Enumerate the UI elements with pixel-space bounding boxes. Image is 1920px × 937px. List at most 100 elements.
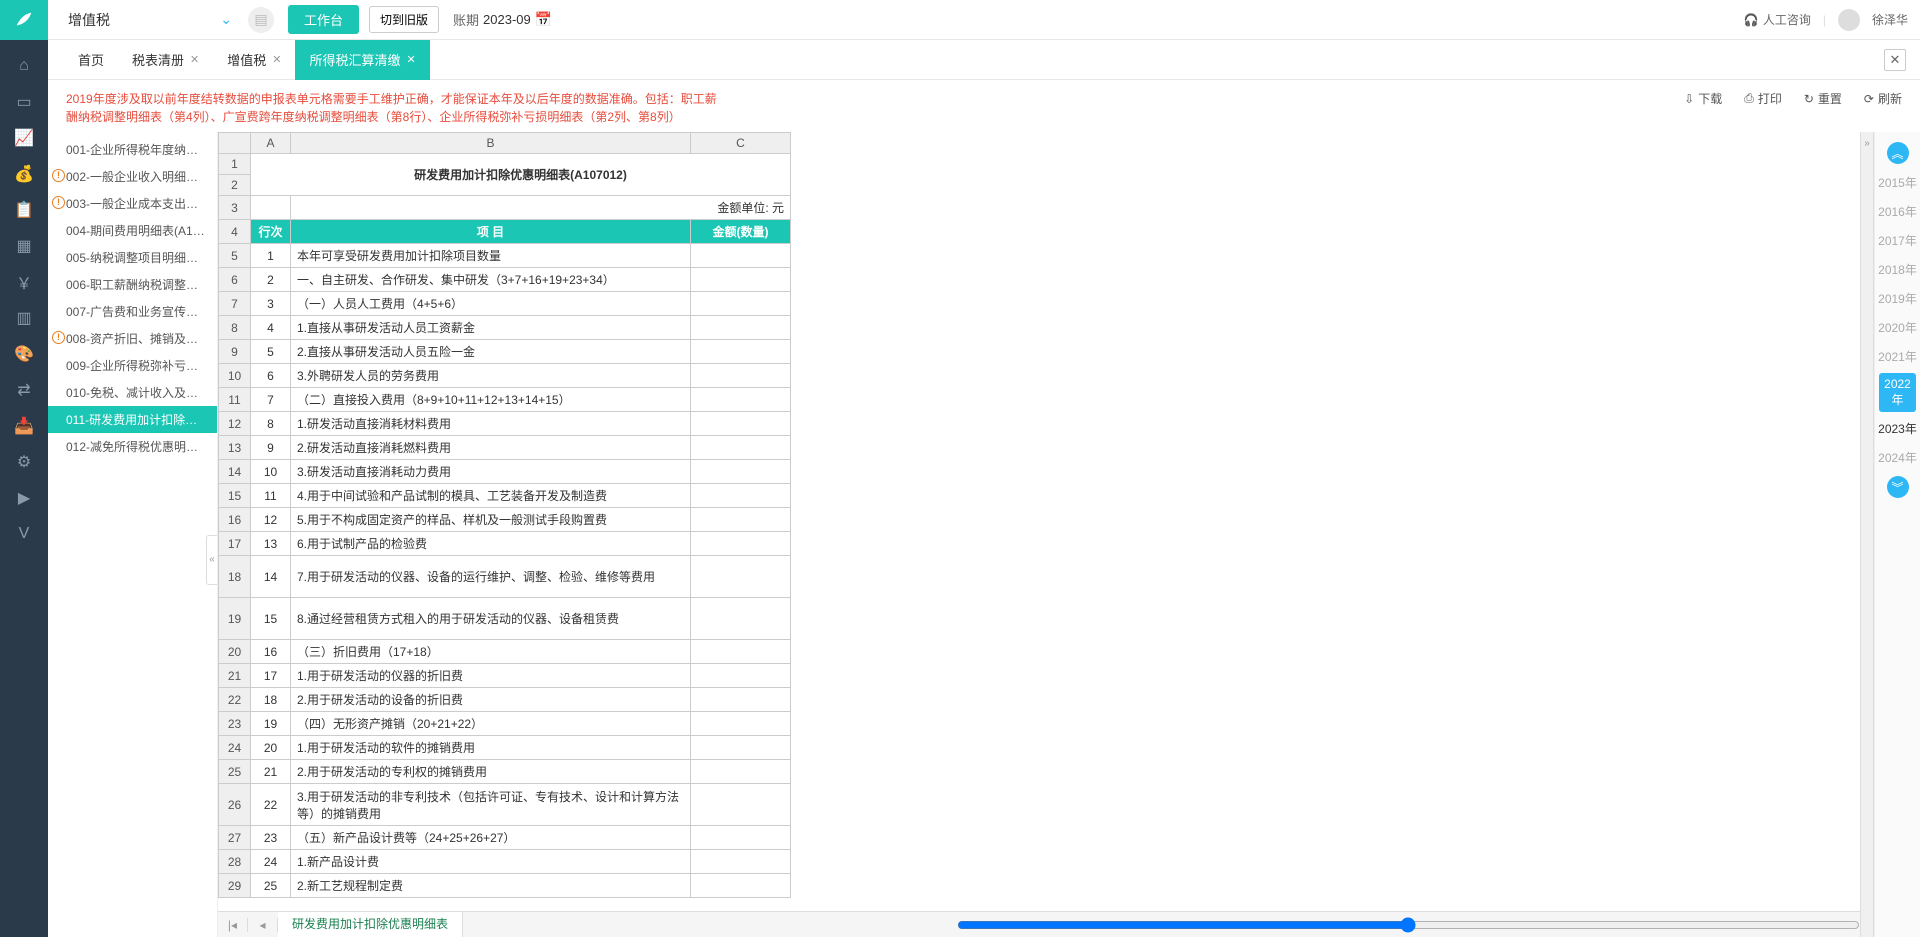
cell-rownum[interactable]: 6 xyxy=(251,364,291,388)
cell-amount[interactable] xyxy=(691,874,791,898)
row-header[interactable]: 2 xyxy=(219,175,251,196)
reset-button[interactable]: ↻重置 xyxy=(1804,90,1842,107)
print-button[interactable]: ⎙打印 xyxy=(1744,90,1782,107)
row-header[interactable]: 24 xyxy=(219,736,251,760)
tree-collapse-handle[interactable]: « xyxy=(206,535,218,585)
col-header-b[interactable]: B xyxy=(291,133,691,154)
year-item[interactable]: 2016年 xyxy=(1875,197,1920,226)
header-amount[interactable]: 金额(数量) xyxy=(691,220,791,244)
row-header[interactable]: 4 xyxy=(219,220,251,244)
nav-grid-icon[interactable]: ▦ xyxy=(0,228,48,264)
cell-item[interactable]: 1.研发活动直接消耗材料费用 xyxy=(291,412,691,436)
cell-amount[interactable] xyxy=(691,388,791,412)
cell-rownum[interactable]: 19 xyxy=(251,712,291,736)
horizontal-scrollbar[interactable] xyxy=(957,918,1860,932)
cell-item[interactable]: （一）人员人工费用（4+5+6） xyxy=(291,292,691,316)
cell-item[interactable]: 3.用于研发活动的非专利技术（包括许可证、专有技术、设计和计算方法等）的摊销费用 xyxy=(291,784,691,826)
tree-item[interactable]: 001-企业所得税年度纳税申… xyxy=(48,136,217,163)
cell-amount[interactable] xyxy=(691,412,791,436)
cell-rownum[interactable]: 18 xyxy=(251,688,291,712)
cell-item[interactable]: （五）新产品设计费等（24+25+26+27） xyxy=(291,826,691,850)
year-item[interactable]: 2023年 xyxy=(1875,414,1920,443)
cell-item[interactable]: （四）无形资产摊销（20+21+22） xyxy=(291,712,691,736)
cell-item[interactable]: 4.用于中间试验和产品试制的模具、工艺装备开发及制造费 xyxy=(291,484,691,508)
tab[interactable]: 所得税汇算清缴✕ xyxy=(295,40,429,80)
cell-rownum[interactable]: 25 xyxy=(251,874,291,898)
cell-rownum[interactable]: 3 xyxy=(251,292,291,316)
cell-amount[interactable] xyxy=(691,484,791,508)
cell-amount[interactable] xyxy=(691,292,791,316)
tree-item[interactable]: 006-职工薪酬纳税调整明细… xyxy=(48,271,217,298)
unit-cell[interactable]: 金额单位: 元 xyxy=(291,196,791,220)
download-button[interactable]: ⇩下载 xyxy=(1684,90,1722,107)
year-item[interactable]: 2022年 xyxy=(1879,373,1916,412)
cell-rownum[interactable]: 20 xyxy=(251,736,291,760)
cell-amount[interactable] xyxy=(691,556,791,598)
nav-bag-icon[interactable]: 💰 xyxy=(0,156,48,192)
cell-amount[interactable] xyxy=(691,826,791,850)
cell-rownum[interactable]: 9 xyxy=(251,436,291,460)
cell-item[interactable]: 3.研发活动直接消耗动力费用 xyxy=(291,460,691,484)
sheet-scroll[interactable]: A B C 1 研发费用加计扣除优惠明细表(A107012) 2 3 金额单位:… xyxy=(218,132,1860,911)
cell-amount[interactable] xyxy=(691,640,791,664)
year-item[interactable]: 2017年 xyxy=(1875,226,1920,255)
cell-amount[interactable] xyxy=(691,598,791,640)
row-header[interactable]: 29 xyxy=(219,874,251,898)
row-header[interactable]: 13 xyxy=(219,436,251,460)
logo[interactable] xyxy=(0,0,48,40)
nav-play-icon[interactable]: ▶ xyxy=(0,480,48,516)
year-item[interactable]: 2024年 xyxy=(1875,443,1920,472)
nav-inbox-icon[interactable]: 📥 xyxy=(0,408,48,444)
nav-card-icon[interactable]: ▭ xyxy=(0,84,48,120)
row-header[interactable]: 22 xyxy=(219,688,251,712)
year-item[interactable]: 2018年 xyxy=(1875,255,1920,284)
sheet-tab[interactable]: 研发费用加计扣除优惠明细表 xyxy=(278,912,463,937)
year-item[interactable]: 2019年 xyxy=(1875,284,1920,313)
row-header[interactable]: 14 xyxy=(219,460,251,484)
tree-item[interactable]: 010-免税、减计收入及加计… xyxy=(48,379,217,406)
cell-item[interactable]: 8.通过经营租赁方式租入的用于研发活动的仪器、设备租赁费 xyxy=(291,598,691,640)
row-header[interactable]: 9 xyxy=(219,340,251,364)
header-item[interactable]: 项 目 xyxy=(291,220,691,244)
cell-rownum[interactable]: 24 xyxy=(251,850,291,874)
cell-amount[interactable] xyxy=(691,436,791,460)
nav-calendar-icon[interactable]: ▥ xyxy=(0,300,48,336)
cell-item[interactable]: 5.用于不构成固定资产的样品、样机及一般测试手段购置费 xyxy=(291,508,691,532)
cell-amount[interactable] xyxy=(691,850,791,874)
close-icon[interactable]: ✕ xyxy=(272,53,281,66)
cell-item[interactable]: 1.用于研发活动的仪器的折旧费 xyxy=(291,664,691,688)
cell-item[interactable]: 3.外聘研发人员的劳务费用 xyxy=(291,364,691,388)
cell-amount[interactable] xyxy=(691,736,791,760)
nav-settings-icon[interactable]: ⚙ xyxy=(0,444,48,480)
row-header[interactable]: 18 xyxy=(219,556,251,598)
tree-item[interactable]: 002-一般企业收入明细表(A… xyxy=(48,163,217,190)
col-header-a[interactable]: A xyxy=(251,133,291,154)
cell-rownum[interactable]: 23 xyxy=(251,826,291,850)
cell-item[interactable]: 2.直接从事研发活动人员五险一金 xyxy=(291,340,691,364)
cell-amount[interactable] xyxy=(691,784,791,826)
nav-home-icon[interactable]: ⌂ xyxy=(0,48,48,84)
tab[interactable]: 增值税✕ xyxy=(213,40,295,80)
year-scroll-down[interactable]: ︾ xyxy=(1887,476,1909,498)
tab[interactable]: 税表清册✕ xyxy=(118,40,213,80)
cell-rownum[interactable]: 7 xyxy=(251,388,291,412)
close-icon[interactable]: ✕ xyxy=(190,53,199,66)
close-all-tabs-button[interactable]: ✕ xyxy=(1884,49,1906,71)
cell-rownum[interactable]: 21 xyxy=(251,760,291,784)
cell-rownum[interactable]: 22 xyxy=(251,784,291,826)
row-header[interactable]: 8 xyxy=(219,316,251,340)
row-header[interactable]: 25 xyxy=(219,760,251,784)
tree-item[interactable]: 003-一般企业成本支出明细… xyxy=(48,190,217,217)
row-header[interactable]: 11 xyxy=(219,388,251,412)
cell-item[interactable]: 本年可享受研发费用加计扣除项目数量 xyxy=(291,244,691,268)
row-header[interactable]: 20 xyxy=(219,640,251,664)
cell-rownum[interactable]: 11 xyxy=(251,484,291,508)
row-header[interactable]: 16 xyxy=(219,508,251,532)
cell-item[interactable]: 一、自主研发、合作研发、集中研发（3+7+16+19+23+34） xyxy=(291,268,691,292)
right-expand-handle[interactable]: » xyxy=(1860,132,1874,937)
row-header[interactable]: 17 xyxy=(219,532,251,556)
row-header[interactable]: 6 xyxy=(219,268,251,292)
year-item[interactable]: 2020年 xyxy=(1875,313,1920,342)
cell-item[interactable]: （三）折旧费用（17+18） xyxy=(291,640,691,664)
avatar[interactable] xyxy=(1838,9,1860,31)
